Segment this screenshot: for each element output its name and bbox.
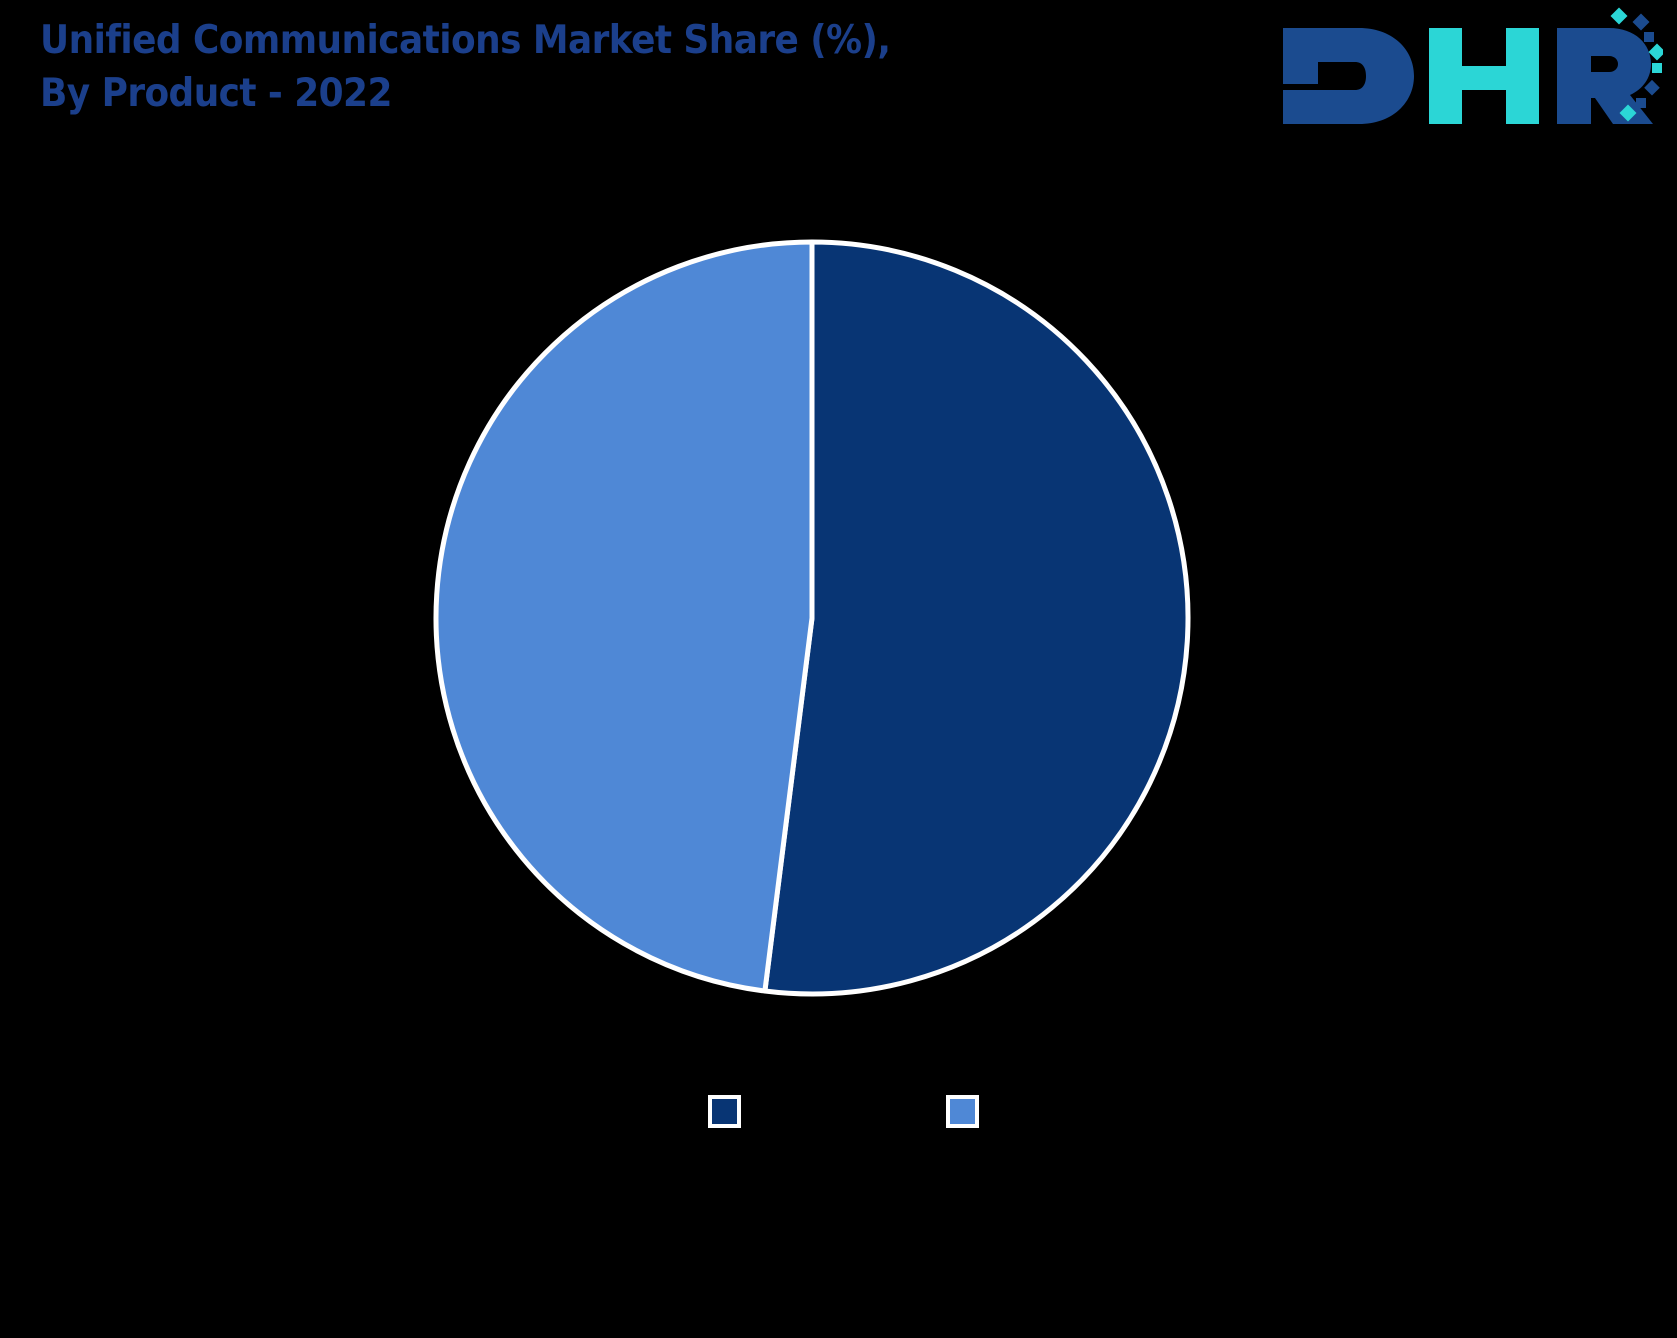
pie-slice-1[interactable]: [433, 239, 815, 994]
legend-swatch-icon-0: [707, 1095, 741, 1128]
dhr-logo: [1273, 6, 1666, 146]
page-title: Unified Communications Market Share (%),…: [40, 18, 891, 116]
chart-legend: [0, 1095, 1677, 1128]
legend-item-0[interactable]: [707, 1095, 750, 1128]
legend-item-1[interactable]: [945, 1095, 988, 1128]
logo-letter-r: [1557, 28, 1653, 124]
logo-letter-d: [1283, 28, 1414, 124]
legend-swatch-icon-1: [945, 1095, 979, 1128]
logo-letter-h: [1429, 28, 1539, 124]
pie-slice-0[interactable]: [762, 239, 1191, 997]
